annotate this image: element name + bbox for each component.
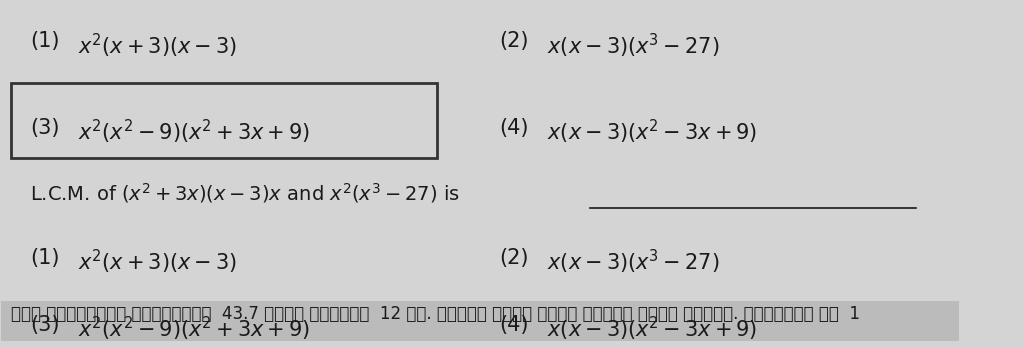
Text: (3): (3) xyxy=(30,315,59,334)
Text: $x(x-3)(x^2-3x+9)$: $x(x-3)(x^2-3x+9)$ xyxy=(548,118,758,146)
Text: $x(x-3)(x^2-3x+9)$: $x(x-3)(x^2-3x+9)$ xyxy=(548,315,758,343)
Text: $x(x-3)(x^3-27)$: $x(x-3)(x^3-27)$ xyxy=(548,31,720,60)
Bar xyxy=(1,301,959,341)
Text: $x^2(x+3)(x-3)$: $x^2(x+3)(x-3)$ xyxy=(78,31,238,60)
Text: (1): (1) xyxy=(30,31,59,52)
Text: (1): (1) xyxy=(30,248,59,268)
Text: (4): (4) xyxy=(500,315,529,334)
Text: $x(x-3)(x^3-27)$: $x(x-3)(x^3-27)$ xyxy=(548,248,720,276)
Text: (3): (3) xyxy=(30,118,59,138)
Text: एका समाजसेवी संघटनेने  43.7 किलो तांदूळ  12 रु. प्रती किलो ह्या दराने विकत घेतला: एका समाजसेवी संघटनेने 43.7 किलो तांदूळ 1… xyxy=(11,304,860,323)
Text: $x^2(x^2-9)(x^2+3x+9)$: $x^2(x^2-9)(x^2+3x+9)$ xyxy=(78,118,310,146)
Text: (2): (2) xyxy=(500,248,529,268)
Text: (4): (4) xyxy=(500,118,529,138)
Text: (2): (2) xyxy=(500,31,529,52)
Text: $x^2(x^2-9)(x^2+3x+9)$: $x^2(x^2-9)(x^2+3x+9)$ xyxy=(78,315,310,343)
Text: $x^2(x+3)(x-3)$: $x^2(x+3)(x-3)$ xyxy=(78,248,238,276)
Text: L.C.M. of $(x^2+3x)(x-3)x$ and $x^2(x^3-27)$ is: L.C.M. of $(x^2+3x)(x-3)x$ and $x^2(x^3-… xyxy=(30,181,460,205)
